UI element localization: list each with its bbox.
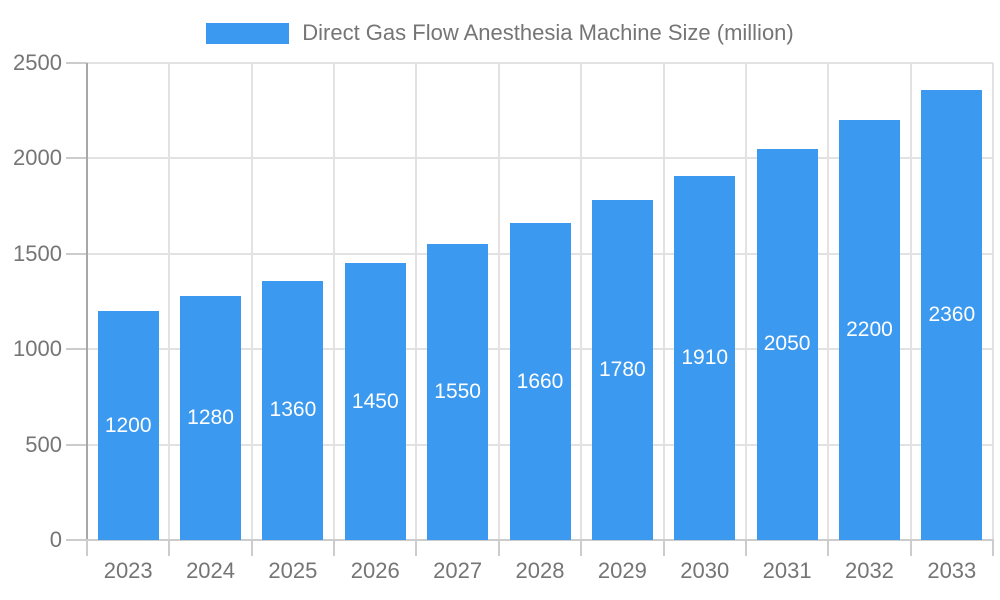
bar-value-label: 1280 bbox=[187, 405, 234, 429]
bar-2028[interactable] bbox=[509, 223, 571, 540]
x-axis-tick-label: 2023 bbox=[103, 558, 153, 583]
bar-value-label: 1200 bbox=[104, 413, 152, 437]
chart-legend[interactable]: Direct Gas Flow Anesthesia Machine Size … bbox=[0, 21, 1000, 45]
v-gridline bbox=[250, 63, 253, 540]
x-axis-tick bbox=[909, 541, 912, 556]
x-axis-tick bbox=[744, 541, 747, 556]
y-axis-tick bbox=[66, 348, 87, 351]
x-axis-tick bbox=[827, 541, 830, 556]
x-axis-tick-label: 2026 bbox=[350, 558, 400, 583]
bar-value-label: 1780 bbox=[599, 358, 646, 382]
x-axis-tick bbox=[580, 541, 583, 556]
x-axis-tick-label: 2031 bbox=[762, 558, 812, 583]
bar-value-label: 1360 bbox=[269, 398, 317, 422]
v-gridline bbox=[168, 63, 171, 540]
x-axis-tick bbox=[333, 541, 336, 556]
v-gridline bbox=[662, 63, 665, 540]
x-axis-tick bbox=[168, 541, 171, 556]
x-axis-tick-label: 2024 bbox=[186, 558, 236, 583]
bar-2027[interactable] bbox=[427, 244, 489, 540]
bar-2025[interactable] bbox=[262, 280, 324, 540]
v-gridline bbox=[333, 63, 336, 540]
y-axis-tick-label: 1500 bbox=[13, 240, 62, 266]
v-gridline bbox=[415, 63, 418, 540]
y-axis-tick bbox=[66, 443, 87, 446]
y-axis-tick bbox=[66, 252, 87, 255]
v-gridline bbox=[992, 63, 994, 540]
x-axis-tick bbox=[250, 541, 253, 556]
bar-2031[interactable] bbox=[756, 148, 818, 540]
bar-2029[interactable] bbox=[591, 200, 653, 540]
x-axis-tick-label: 2032 bbox=[844, 558, 894, 583]
y-axis-tick bbox=[66, 62, 87, 64]
y-axis-tick bbox=[66, 157, 87, 160]
x-axis-tick bbox=[86, 541, 88, 556]
y-axis-tick-label: 2000 bbox=[13, 145, 62, 171]
bar-2030[interactable] bbox=[674, 175, 736, 540]
v-gridline bbox=[497, 63, 500, 540]
x-axis-tick-label: 2030 bbox=[680, 558, 730, 583]
x-axis-line bbox=[86, 539, 994, 541]
bar-value-label: 1450 bbox=[351, 389, 399, 413]
x-axis-tick-label: 2033 bbox=[927, 558, 977, 583]
bar-value-label: 1660 bbox=[516, 369, 564, 393]
x-axis-tick bbox=[415, 541, 418, 556]
bar-2024[interactable] bbox=[180, 295, 242, 540]
v-gridline bbox=[827, 63, 830, 540]
y-axis-tick-label: 500 bbox=[25, 431, 62, 457]
y-axis-tick bbox=[66, 539, 87, 541]
bar-value-label: 2200 bbox=[846, 318, 893, 342]
x-axis-tick-label: 2028 bbox=[515, 558, 565, 583]
bar-2032[interactable] bbox=[838, 120, 900, 540]
v-gridline bbox=[909, 63, 912, 540]
bar-value-label: 2050 bbox=[763, 332, 811, 356]
bar-2033[interactable] bbox=[921, 89, 983, 540]
legend-swatch bbox=[206, 22, 290, 44]
y-axis-tick-label: 1000 bbox=[13, 336, 62, 362]
h-gridline bbox=[87, 157, 993, 160]
y-axis-tick-label: 2500 bbox=[13, 50, 62, 75]
y-axis-line bbox=[86, 63, 88, 541]
legend-label: Direct Gas Flow Anesthesia Machine Size … bbox=[302, 20, 794, 45]
v-gridline bbox=[580, 63, 583, 540]
x-axis-tick-label: 2025 bbox=[268, 558, 318, 583]
x-axis-tick bbox=[992, 541, 994, 556]
bar-value-label: 2360 bbox=[928, 302, 976, 326]
v-gridline bbox=[744, 63, 747, 540]
y-axis-tick-label: 0 bbox=[49, 527, 62, 552]
bar-2023[interactable] bbox=[97, 311, 159, 540]
x-axis-tick bbox=[662, 541, 665, 556]
x-axis-tick-label: 2029 bbox=[597, 558, 647, 583]
bar-2026[interactable] bbox=[344, 263, 406, 540]
x-axis-tick bbox=[497, 541, 500, 556]
bar-value-label: 1550 bbox=[434, 380, 481, 404]
bar-value-label: 1910 bbox=[681, 345, 729, 369]
h-gridline bbox=[87, 62, 993, 64]
x-axis-tick-label: 2027 bbox=[433, 558, 483, 583]
